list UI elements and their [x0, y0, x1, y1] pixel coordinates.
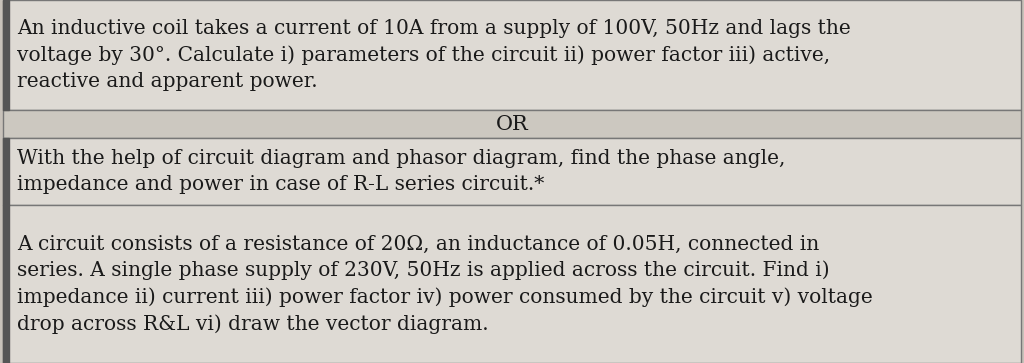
Bar: [3, 0, 1021, 110]
Text: With the help of circuit diagram and phasor diagram, find the phase angle,
imped: With the help of circuit diagram and pha…: [17, 149, 785, 194]
Bar: [3, 205, 9, 363]
Text: An inductive coil takes a current of 10A from a supply of 100V, 50Hz and lags th: An inductive coil takes a current of 10A…: [17, 19, 851, 91]
Bar: [3, 205, 1021, 363]
Bar: [3, 0, 9, 110]
Text: OR: OR: [496, 114, 528, 134]
Bar: [3, 138, 1021, 205]
Bar: [3, 110, 1021, 138]
Text: A circuit consists of a resistance of 20Ω, an inductance of 0.05H, connected in
: A circuit consists of a resistance of 20…: [17, 234, 872, 334]
Bar: [3, 138, 9, 205]
